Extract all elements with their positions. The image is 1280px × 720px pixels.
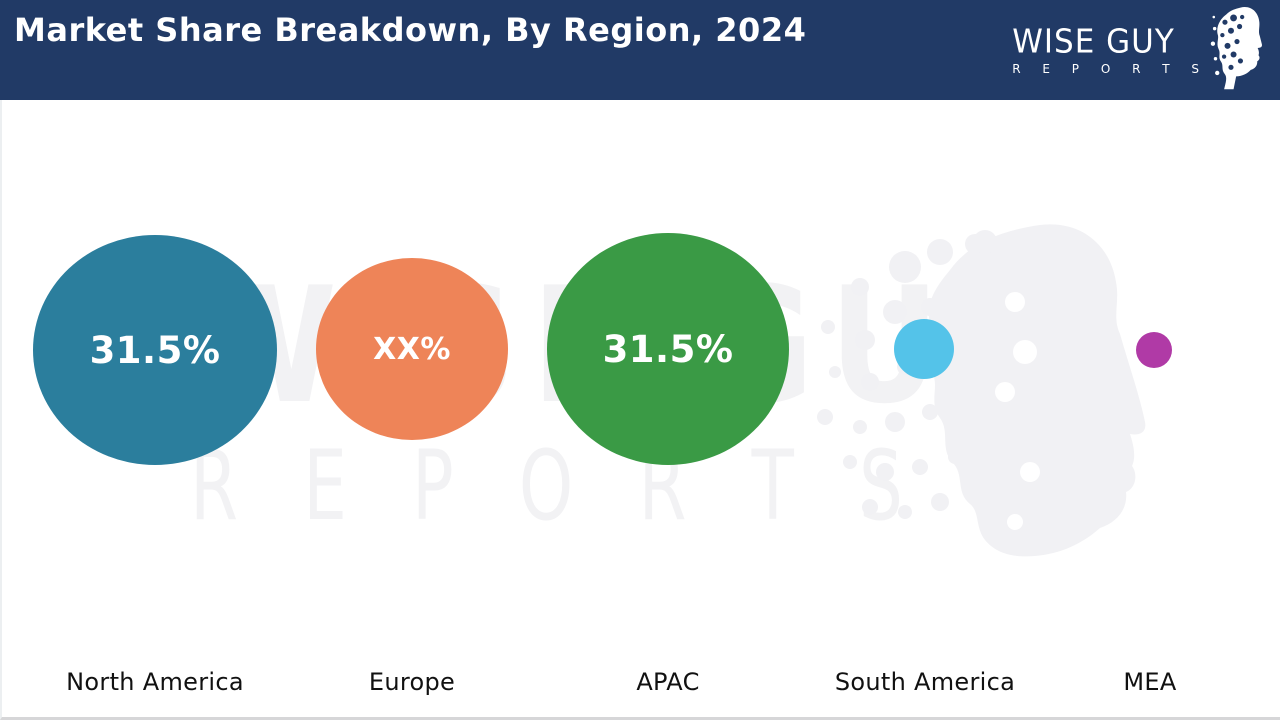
bubble-value-europe: XX% bbox=[373, 331, 451, 367]
bubble-north-america: 31.5% bbox=[33, 235, 277, 465]
watermark-subtitle: R E P O R T S bbox=[190, 430, 925, 542]
category-label-south-america: South America bbox=[834, 668, 1016, 696]
bubble-value-north-america: 31.5% bbox=[89, 328, 221, 372]
logo-head-icon bbox=[1210, 5, 1264, 95]
logo-wordmark: WISE GUY bbox=[1012, 23, 1175, 61]
bubble-europe: XX% bbox=[316, 258, 508, 440]
bubble-apac: 31.5% bbox=[547, 233, 789, 465]
category-label-europe: Europe bbox=[368, 668, 456, 696]
bubble-south-america bbox=[894, 319, 954, 379]
watermark-head-icon bbox=[800, 222, 1160, 564]
wise-guy-logo: WISE GUY R E P O R T S bbox=[1012, 6, 1264, 94]
category-label-mea: MEA bbox=[1123, 668, 1177, 696]
bubble-mea bbox=[1136, 332, 1172, 368]
logo-subtitle: R E P O R T S bbox=[1012, 62, 1208, 76]
category-label-apac: APAC bbox=[636, 668, 700, 696]
header-bar: Market Share Breakdown, By Region, 2024 … bbox=[0, 0, 1280, 100]
chart-area: WISE GUY R E P O R T S bbox=[0, 100, 1280, 720]
bubble-value-apac: 31.5% bbox=[602, 327, 734, 371]
page-title: Market Share Breakdown, By Region, 2024 bbox=[14, 11, 807, 49]
logo-text: WISE GUY R E P O R T S bbox=[1012, 23, 1208, 76]
category-label-north-america: North America bbox=[66, 668, 244, 696]
